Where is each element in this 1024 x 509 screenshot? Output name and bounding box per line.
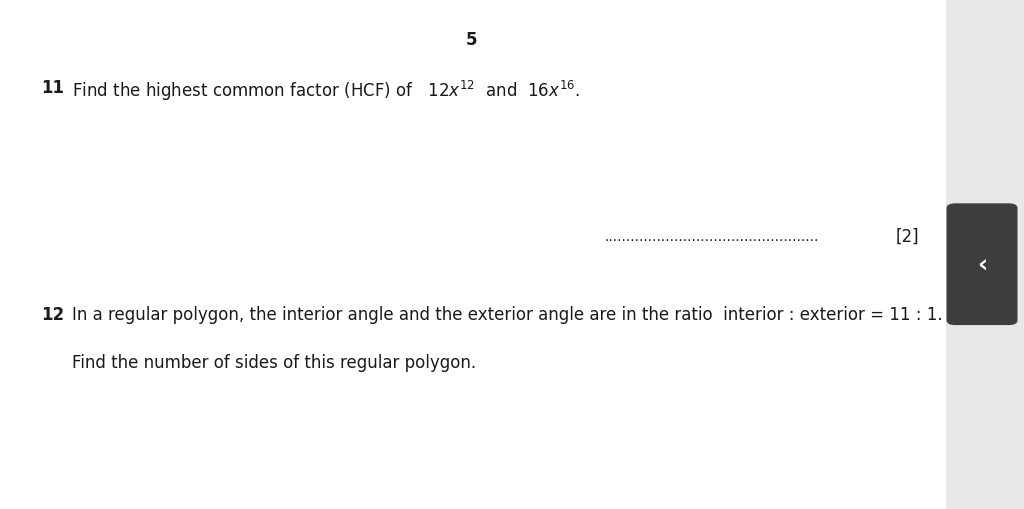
Text: ‹: ‹ [977,252,987,277]
Text: .................................................: ........................................… [604,230,818,244]
FancyBboxPatch shape [947,205,1017,325]
Text: Find the number of sides of this regular polygon.: Find the number of sides of this regular… [72,354,476,372]
Text: Find the highest common factor (HCF) of $\ \ 12x^{12}$  and  $16x^{16}$.: Find the highest common factor (HCF) of … [72,79,580,103]
Text: [2]: [2] [896,228,920,246]
Text: 11: 11 [41,79,63,97]
Text: 12: 12 [41,305,65,323]
Text: 5: 5 [465,31,477,48]
Text: In a regular polygon, the interior angle and the exterior angle are in the ratio: In a regular polygon, the interior angle… [72,305,942,323]
FancyBboxPatch shape [946,0,1024,509]
